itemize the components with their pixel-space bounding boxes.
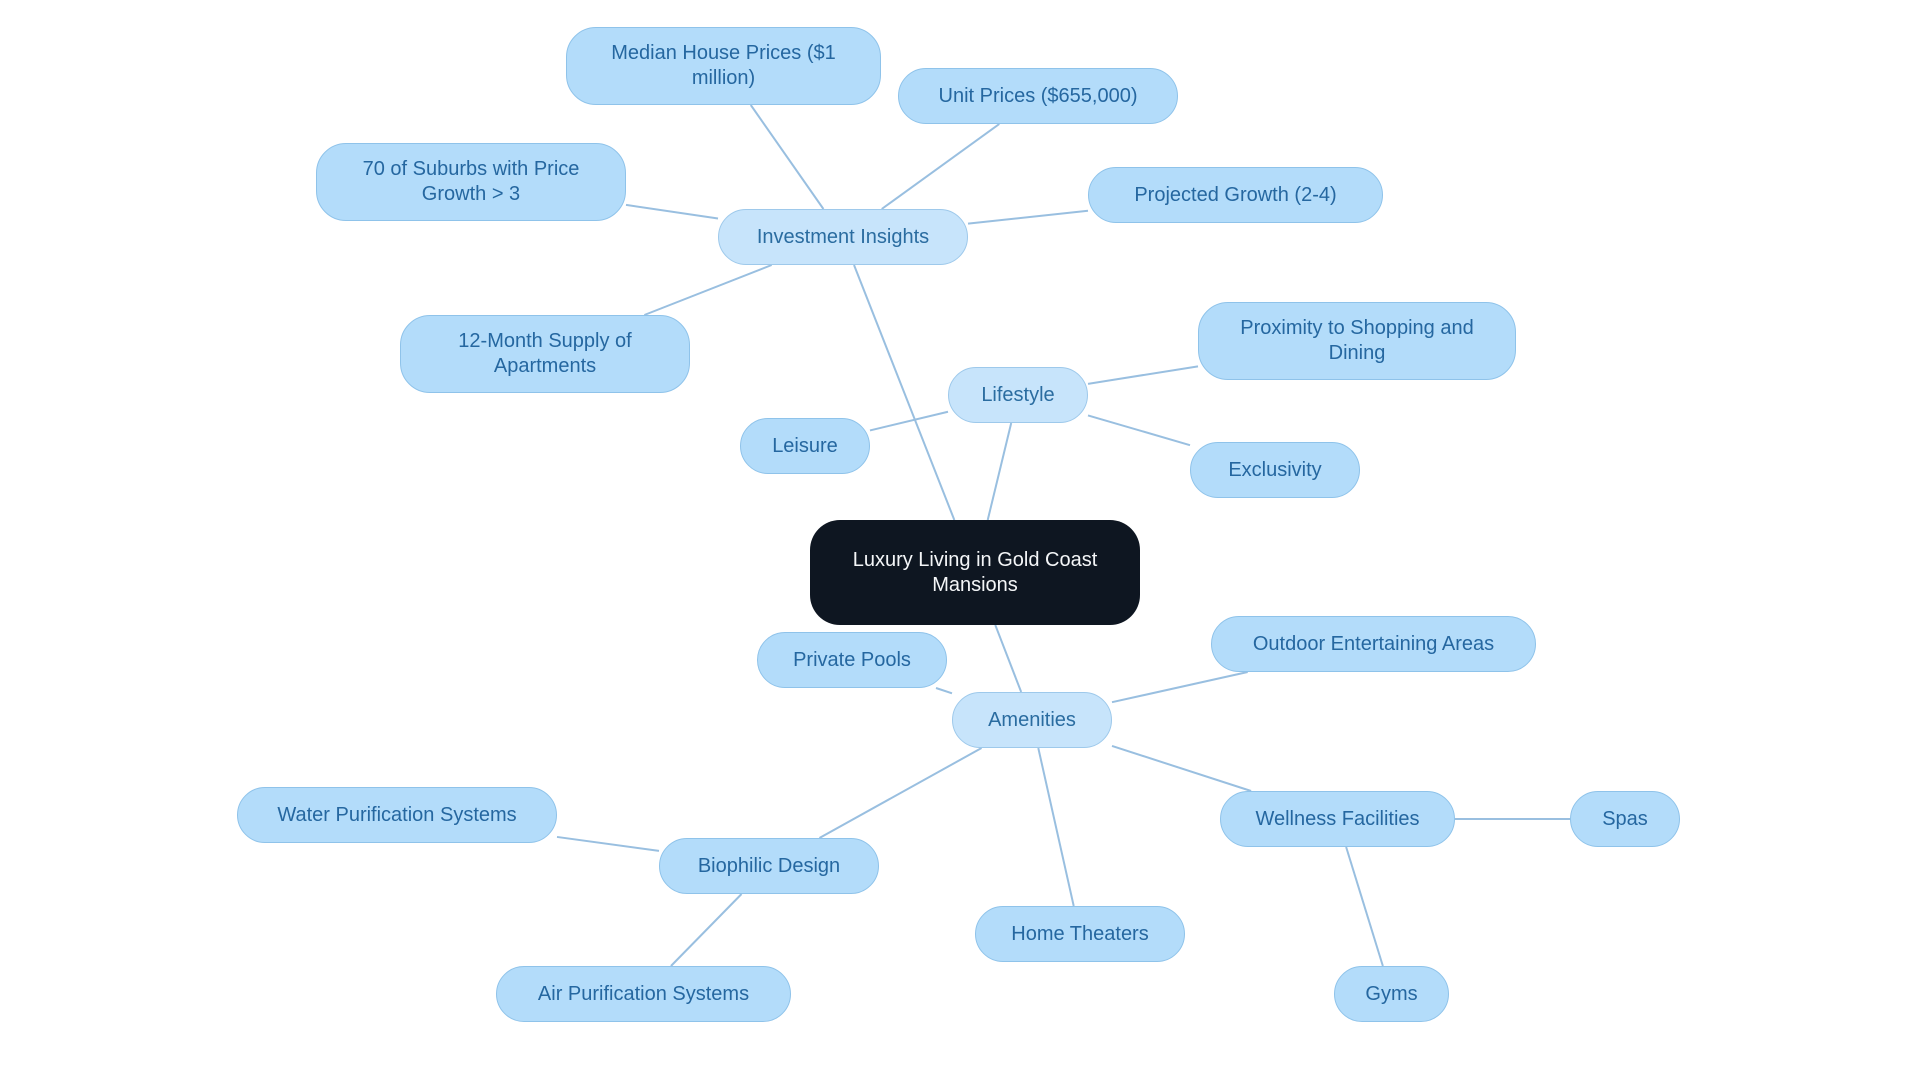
node-label: Water Purification Systems — [277, 803, 516, 828]
diagram-canvas: Luxury Living in Gold Coast Mansions Inve… — [0, 0, 1920, 1083]
node-label: Amenities — [988, 708, 1076, 733]
node-spas: Spas — [1570, 791, 1680, 847]
edge — [751, 105, 824, 209]
edge — [854, 265, 954, 520]
node-label: Projected Growth (2-4) — [1134, 183, 1336, 208]
node-label: Private Pools — [793, 648, 911, 673]
edge — [1088, 415, 1190, 445]
node-exclusivity: Exclusivity — [1190, 442, 1360, 498]
node-label: 12-Month Supply of Apartments — [419, 329, 671, 379]
node-biophilic: Biophilic Design — [659, 838, 879, 894]
edge — [819, 748, 981, 838]
node-investment: Investment Insights — [718, 209, 968, 265]
node-median: Median House Prices ($1 million) — [566, 27, 881, 105]
node-label: Gyms — [1365, 982, 1417, 1007]
edge — [882, 124, 1000, 209]
node-gyms: Gyms — [1334, 966, 1449, 1022]
edge — [1346, 847, 1383, 966]
node-label: Spas — [1602, 807, 1648, 832]
node-label: Luxury Living in Gold Coast Mansions — [828, 548, 1122, 598]
node-wellness: Wellness Facilities — [1220, 791, 1455, 847]
edge — [671, 894, 742, 966]
node-label: Air Purification Systems — [538, 982, 749, 1007]
edge — [1112, 672, 1248, 702]
node-growth70: 70 of Suburbs with Price Growth > 3 — [316, 143, 626, 221]
node-proximity: Proximity to Shopping and Dining — [1198, 302, 1516, 380]
node-pools: Private Pools — [757, 632, 947, 688]
edge — [644, 265, 771, 315]
node-label: Median House Prices ($1 million) — [585, 41, 862, 91]
node-label: Lifestyle — [981, 383, 1054, 408]
node-water: Water Purification Systems — [237, 787, 557, 843]
node-label: Biophilic Design — [698, 854, 840, 879]
node-amenities: Amenities — [952, 692, 1112, 748]
node-leisure: Leisure — [740, 418, 870, 474]
node-label: Investment Insights — [757, 225, 929, 250]
node-label: Wellness Facilities — [1255, 807, 1419, 832]
edge — [870, 412, 948, 431]
node-label: Leisure — [772, 434, 838, 459]
node-theaters: Home Theaters — [975, 906, 1185, 962]
node-supply: 12-Month Supply of Apartments — [400, 315, 690, 393]
node-lifestyle: Lifestyle — [948, 367, 1088, 423]
edge — [936, 688, 952, 693]
node-label: 70 of Suburbs with Price Growth > 3 — [335, 157, 607, 207]
node-unit: Unit Prices ($655,000) — [898, 68, 1178, 124]
edge — [557, 837, 659, 851]
node-projected: Projected Growth (2-4) — [1088, 167, 1383, 223]
node-label: Exclusivity — [1228, 458, 1321, 483]
node-label: Outdoor Entertaining Areas — [1253, 632, 1494, 657]
node-label: Unit Prices ($655,000) — [939, 84, 1138, 109]
node-label: Proximity to Shopping and Dining — [1217, 316, 1497, 366]
node-root: Luxury Living in Gold Coast Mansions — [810, 520, 1140, 625]
edge — [1038, 748, 1073, 906]
node-label: Home Theaters — [1011, 922, 1148, 947]
edge — [626, 205, 718, 219]
edge — [1112, 746, 1251, 791]
edge — [988, 423, 1011, 520]
edge — [1088, 366, 1198, 384]
node-outdoor: Outdoor Entertaining Areas — [1211, 616, 1536, 672]
edge — [995, 625, 1021, 692]
edge — [968, 211, 1088, 224]
node-air: Air Purification Systems — [496, 966, 791, 1022]
